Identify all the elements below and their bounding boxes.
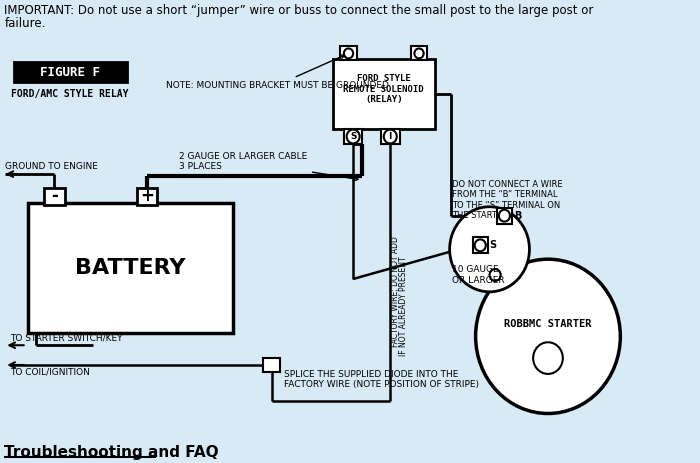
Text: FORD/AMC STYLE RELAY: FORD/AMC STYLE RELAY <box>11 89 129 99</box>
Circle shape <box>449 207 529 292</box>
Text: I: I <box>389 132 392 141</box>
Text: FORD STYLE
REMOTE SOLENOID
(RELAY): FORD STYLE REMOTE SOLENOID (RELAY) <box>344 74 424 104</box>
Text: S: S <box>350 132 356 141</box>
Text: BATTERY: BATTERY <box>76 258 186 278</box>
Text: 10 GAUGE
OR LARGER: 10 GAUGE OR LARGER <box>452 265 505 284</box>
Text: IF NOT ALREADY PRESENT: IF NOT ALREADY PRESENT <box>399 257 408 357</box>
Text: 2 GAUGE OR LARGER CABLE
3 PLACES: 2 GAUGE OR LARGER CABLE 3 PLACES <box>178 151 358 181</box>
Bar <box>13 63 127 82</box>
Bar <box>411 46 428 60</box>
Text: failure.: failure. <box>4 17 46 30</box>
Text: IMPORTANT: Do not use a short “jumper” wire or buss to connect the small post to: IMPORTANT: Do not use a short “jumper” w… <box>4 4 594 17</box>
Bar <box>332 59 435 129</box>
Bar <box>344 129 363 144</box>
Bar <box>44 188 64 205</box>
Text: +: + <box>140 187 154 205</box>
Bar <box>473 238 488 253</box>
Text: S: S <box>489 240 497 250</box>
Bar <box>340 46 357 60</box>
Text: SPLICE THE SUPPLIED DIODE INTO THE
FACTORY WIRE (NOTE POSITION OF STRIPE): SPLICE THE SUPPLIED DIODE INTO THE FACTO… <box>284 370 479 389</box>
Text: DO NOT CONNECT A WIRE
FROM THE “B” TERMINAL
TO THE “S” TERMINAL ON
THE STARTER!: DO NOT CONNECT A WIRE FROM THE “B” TERMI… <box>452 180 563 220</box>
Text: TO STARTER SWITCH/KEY: TO STARTER SWITCH/KEY <box>10 333 122 342</box>
Bar <box>29 203 232 333</box>
Text: FIGURE F: FIGURE F <box>40 66 100 79</box>
Text: Troubleshooting and FAQ: Troubleshooting and FAQ <box>4 445 219 460</box>
Bar <box>381 129 400 144</box>
Bar <box>497 208 512 224</box>
Text: TO COIL/IGNITION: TO COIL/IGNITION <box>10 367 90 376</box>
Bar <box>137 188 158 205</box>
Text: -: - <box>51 187 58 205</box>
Text: NOTE: MOUNTING BRACKET MUST BE GROUNDED: NOTE: MOUNTING BRACKET MUST BE GROUNDED <box>166 55 389 89</box>
Bar <box>263 358 280 372</box>
Circle shape <box>475 259 620 413</box>
Text: FACTORY WIRE; DO NOT ADD: FACTORY WIRE; DO NOT ADD <box>391 237 400 347</box>
Text: GROUND TO ENGINE: GROUND TO ENGINE <box>6 162 98 171</box>
Text: B: B <box>514 211 521 221</box>
Text: ROBBMC STARTER: ROBBMC STARTER <box>504 319 592 330</box>
